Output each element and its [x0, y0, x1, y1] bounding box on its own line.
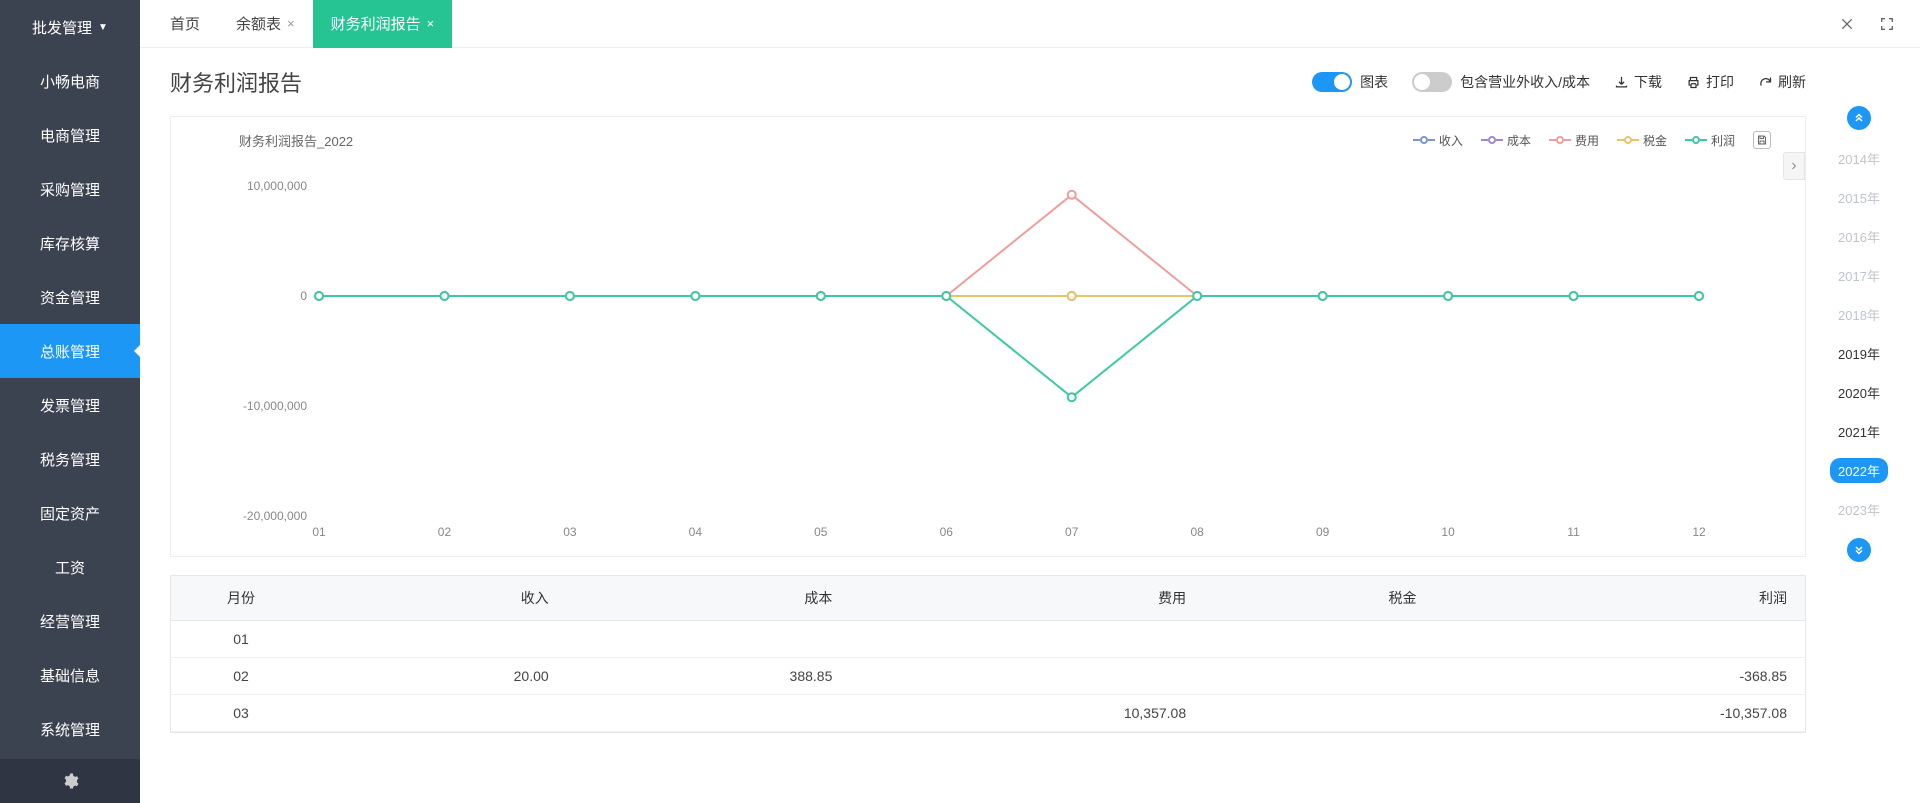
svg-text:01: 01	[312, 525, 326, 539]
year-option[interactable]: 2020年	[1830, 380, 1888, 405]
tab-close-icon[interactable]: ×	[427, 16, 435, 31]
chevron-down-icon	[1853, 544, 1865, 556]
refresh-button[interactable]: 刷新	[1758, 72, 1806, 92]
chart-toggle[interactable]	[1312, 72, 1352, 92]
year-option: 2014年	[1830, 146, 1888, 171]
year-selector: 2014年 2015年 2016年 2017年 2018年 2019年 2020年 2021年…	[1828, 106, 1890, 803]
legend-item[interactable]: 费用	[1549, 132, 1599, 149]
sidebar-item-12[interactable]: 系统管理	[0, 702, 140, 756]
refresh-icon	[1758, 75, 1773, 90]
table-row: 0220.00388.85-368.85	[171, 658, 1805, 695]
sidebar-item-5[interactable]: 总账管理	[0, 324, 140, 378]
save-icon	[1756, 134, 1768, 146]
line-chart: 10,000,000 0 -10,000,000 -20,000,000 01 02 03 0…	[199, 156, 1709, 546]
legend-item[interactable]: 税金	[1617, 132, 1667, 149]
page-header: 财务利润报告 图表 包含营业外收入/成本 下载	[170, 66, 1806, 98]
sidebar-item-4[interactable]: 资金管理	[0, 270, 140, 324]
table-header: 成本	[567, 576, 851, 621]
svg-text:12: 12	[1692, 525, 1706, 539]
table-header: 费用	[850, 576, 1204, 621]
sidebar-header[interactable]: 批发管理 ▼	[0, 0, 140, 54]
download-icon	[1614, 75, 1629, 90]
chevron-right-icon	[1788, 160, 1800, 172]
sidebar-item-6[interactable]: 发票管理	[0, 378, 140, 432]
table-header: 月份	[171, 576, 311, 621]
sidebar: 批发管理 ▼ 小畅电商电商管理采购管理库存核算资金管理总账管理发票管理税务管理固…	[0, 0, 140, 803]
year-up-button[interactable]	[1847, 106, 1871, 130]
sidebar-item-1[interactable]: 电商管理	[0, 108, 140, 162]
year-option: 2023年	[1830, 497, 1888, 522]
close-tab-button[interactable]	[1836, 13, 1858, 35]
year-option: 2017年	[1830, 263, 1888, 288]
sidebar-item-0[interactable]: 小畅电商	[0, 54, 140, 108]
svg-text:07: 07	[1065, 525, 1079, 539]
year-option: 2018年	[1830, 302, 1888, 327]
sidebar-header-label: 批发管理	[32, 17, 92, 38]
chart-save-button[interactable]	[1753, 131, 1771, 149]
svg-text:06: 06	[940, 525, 954, 539]
close-icon	[1839, 16, 1855, 32]
year-down-button[interactable]	[1847, 538, 1871, 562]
tab-1[interactable]: 余额表×	[218, 0, 313, 48]
sidebar-item-7[interactable]: 税务管理	[0, 432, 140, 486]
table-row: 01	[171, 621, 1805, 658]
fullscreen-button[interactable]	[1876, 13, 1898, 35]
chevron-up-icon	[1853, 112, 1865, 124]
tab-0[interactable]: 首页	[152, 0, 218, 48]
svg-text:05: 05	[814, 525, 828, 539]
svg-text:03: 03	[563, 525, 577, 539]
sidebar-item-10[interactable]: 经营管理	[0, 594, 140, 648]
sidebar-item-3[interactable]: 库存核算	[0, 216, 140, 270]
sidebar-item-11[interactable]: 基础信息	[0, 648, 140, 702]
extra-income-toggle[interactable]	[1412, 72, 1452, 92]
year-option[interactable]: 2021年	[1830, 419, 1888, 444]
tab-2[interactable]: 财务利润报告×	[313, 0, 453, 48]
chart-collapse-button[interactable]	[1783, 152, 1805, 180]
sidebar-settings-button[interactable]	[0, 759, 140, 803]
svg-text:09: 09	[1316, 525, 1330, 539]
tab-bar: 首页余额表×财务利润报告×	[140, 0, 1920, 48]
legend-item[interactable]: 收入	[1413, 132, 1463, 149]
svg-text:-20,000,000: -20,000,000	[243, 509, 307, 523]
table-header: 税金	[1204, 576, 1434, 621]
extra-income-toggle-label: 包含营业外收入/成本	[1460, 72, 1590, 92]
download-button[interactable]: 下载	[1614, 72, 1662, 92]
data-table: 月份收入成本费用税金利润 010220.00388.85-368.850310,…	[170, 575, 1806, 733]
table-row: 0310,357.08-10,357.08	[171, 695, 1805, 732]
svg-text:10: 10	[1441, 525, 1455, 539]
table-header: 收入	[311, 576, 567, 621]
tab-close-icon[interactable]: ×	[287, 16, 295, 31]
gear-icon	[61, 772, 79, 790]
svg-text:-10,000,000: -10,000,000	[243, 399, 307, 413]
year-option: 2016年	[1830, 224, 1888, 249]
chart-toggle-label: 图表	[1360, 72, 1388, 92]
chart-legend: 收入 成本 费用 税金 利润	[1413, 131, 1771, 149]
table-header: 利润	[1434, 576, 1805, 621]
svg-text:04: 04	[689, 525, 703, 539]
chart-card: 财务利润报告_2022 收入成本费用税金利润 10,000,0000-10,00…	[170, 116, 1806, 557]
year-option: 2015年	[1830, 185, 1888, 210]
legend-item[interactable]: 利润	[1685, 132, 1735, 149]
sidebar-item-9[interactable]: 工资	[0, 540, 140, 594]
year-option[interactable]: 2019年	[1830, 341, 1888, 366]
print-button[interactable]: 打印	[1686, 72, 1734, 92]
svg-text:08: 08	[1191, 525, 1205, 539]
svg-text:10,000,000: 10,000,000	[247, 179, 307, 193]
sidebar-item-8[interactable]: 固定资产	[0, 486, 140, 540]
svg-text:02: 02	[438, 525, 452, 539]
svg-text:11: 11	[1567, 525, 1580, 539]
sidebar-item-2[interactable]: 采购管理	[0, 162, 140, 216]
print-icon	[1686, 75, 1701, 90]
svg-text:0: 0	[300, 289, 307, 303]
page-title: 财务利润报告	[170, 66, 302, 98]
fullscreen-icon	[1879, 16, 1895, 32]
caret-down-icon: ▼	[98, 22, 108, 33]
legend-item[interactable]: 成本	[1481, 132, 1531, 149]
year-option[interactable]: 2022年	[1830, 458, 1888, 483]
